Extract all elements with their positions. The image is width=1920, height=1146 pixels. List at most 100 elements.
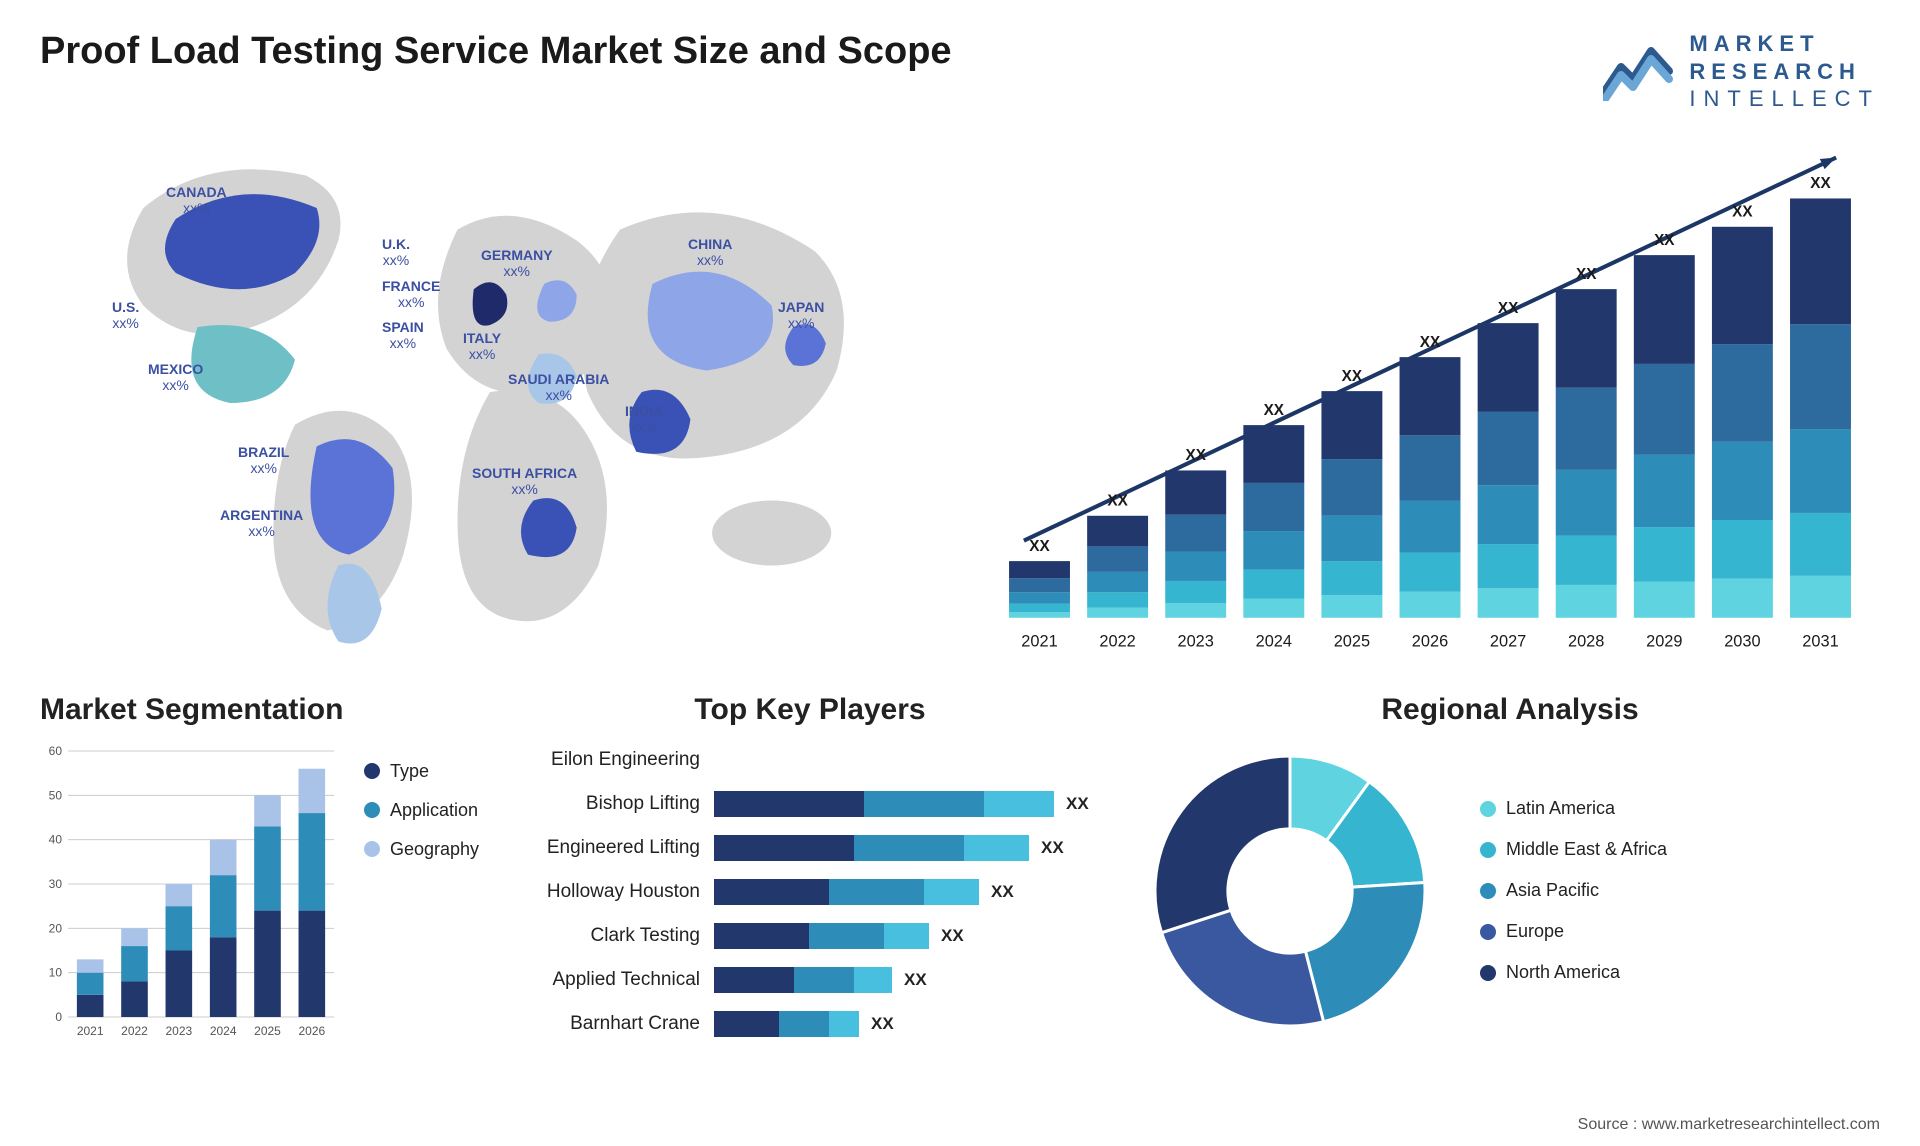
players-title: Top Key Players <box>510 693 1110 727</box>
map-country-label: SOUTH AFRICAxx% <box>472 465 577 497</box>
player-bar <box>714 923 929 949</box>
player-bar <box>714 879 979 905</box>
legend-item: North America <box>1480 962 1667 983</box>
players-panel: Top Key Players Eilon Engineering Bishop … <box>510 693 1110 1073</box>
regional-panel: Regional Analysis Latin America Middle Ea… <box>1140 693 1880 1073</box>
regional-donut-chart <box>1140 741 1440 1041</box>
svg-text:2024: 2024 <box>210 1024 237 1038</box>
logo-line3: INTELLECT <box>1689 85 1880 113</box>
segmentation-legend: Type Application Geography <box>364 741 479 1041</box>
player-row: Engineered LiftingXX <box>510 829 1110 867</box>
player-name: Clark Testing <box>510 925 700 947</box>
legend-item: Asia Pacific <box>1480 880 1667 901</box>
svg-text:XX: XX <box>1732 203 1753 220</box>
svg-text:30: 30 <box>49 877 63 891</box>
player-row: Clark Testing XX <box>510 917 1110 955</box>
svg-text:2028: 2028 <box>1568 632 1604 650</box>
player-bar <box>714 791 1054 817</box>
svg-text:2029: 2029 <box>1646 632 1682 650</box>
map-country-label: SPAINxx% <box>382 319 424 351</box>
svg-text:XX: XX <box>1654 231 1675 248</box>
svg-text:XX: XX <box>1498 299 1519 316</box>
svg-text:2025: 2025 <box>254 1024 281 1038</box>
map-country-label: GERMANYxx% <box>481 247 553 279</box>
player-value: XX <box>991 882 1014 902</box>
svg-text:10: 10 <box>49 965 63 979</box>
svg-text:2024: 2024 <box>1256 632 1292 650</box>
map-country-label: ARGENTINAxx% <box>220 507 303 539</box>
logo-line2: RESEARCH <box>1689 58 1880 86</box>
player-name: Eilon Engineering <box>510 749 700 771</box>
player-name: Engineered Lifting <box>510 837 700 859</box>
player-name: Barnhart Crane <box>510 1013 700 1035</box>
legend-item: Geography <box>364 839 479 860</box>
svg-text:2022: 2022 <box>121 1024 148 1038</box>
player-value: XX <box>1066 794 1089 814</box>
player-value: XX <box>904 970 927 990</box>
svg-text:XX: XX <box>1810 175 1831 192</box>
legend-item: Europe <box>1480 921 1667 942</box>
segmentation-chart: 0102030405060202120222023202420252026 <box>40 741 340 1041</box>
player-value: XX <box>941 926 964 946</box>
segmentation-title: Market Segmentation <box>40 693 480 727</box>
map-country-label: FRANCExx% <box>382 278 440 310</box>
world-map-icon <box>40 143 940 663</box>
page-title: Proof Load Testing Service Market Size a… <box>40 30 952 73</box>
svg-text:XX: XX <box>1107 492 1128 509</box>
svg-text:XX: XX <box>1420 333 1441 350</box>
legend-item: Latin America <box>1480 798 1667 819</box>
legend-item: Type <box>364 761 479 782</box>
player-row: Holloway Houston XX <box>510 873 1110 911</box>
player-row: Eilon Engineering <box>510 741 1110 779</box>
source-label: Source : www.marketresearchintellect.com <box>1578 1116 1880 1134</box>
growth-chart-panel: XX2021XX2022XX2023XX2024XX2025XX2026XX20… <box>980 143 1880 663</box>
svg-text:50: 50 <box>49 788 63 802</box>
player-value: XX <box>871 1014 894 1034</box>
player-name: Holloway Houston <box>510 881 700 903</box>
svg-text:2021: 2021 <box>77 1024 104 1038</box>
map-country-label: JAPANxx% <box>778 299 824 331</box>
legend-item: Middle East & Africa <box>1480 839 1667 860</box>
svg-text:2025: 2025 <box>1334 632 1370 650</box>
svg-text:2027: 2027 <box>1490 632 1526 650</box>
map-country-label: CANADAxx% <box>166 184 227 216</box>
player-row: Bishop Lifting XX <box>510 785 1110 823</box>
svg-text:60: 60 <box>49 744 63 758</box>
player-row: Barnhart Crane XX <box>510 1005 1110 1043</box>
player-name: Applied Technical <box>510 969 700 991</box>
map-country-label: BRAZILxx% <box>238 444 289 476</box>
player-name: Bishop Lifting <box>510 793 700 815</box>
header: Proof Load Testing Service Market Size a… <box>40 30 1880 113</box>
svg-text:2023: 2023 <box>1177 632 1213 650</box>
brand-logo: MARKET RESEARCH INTELLECT <box>1603 30 1880 113</box>
map-country-label: ITALYxx% <box>463 330 501 362</box>
svg-text:20: 20 <box>49 921 63 935</box>
svg-text:2026: 2026 <box>298 1024 325 1038</box>
players-chart: Eilon Engineering Bishop Lifting XX Enginee… <box>510 741 1110 1043</box>
growth-chart: XX2021XX2022XX2023XX2024XX2025XX2026XX20… <box>980 143 1880 663</box>
svg-text:2030: 2030 <box>1724 632 1760 650</box>
map-country-label: MEXICOxx% <box>148 361 203 393</box>
svg-text:XX: XX <box>1342 367 1363 384</box>
map-country-label: U.S.xx% <box>112 299 139 331</box>
map-country-label: INDIAxx% <box>625 403 663 435</box>
svg-text:2021: 2021 <box>1021 632 1057 650</box>
svg-text:XX: XX <box>1029 537 1050 554</box>
map-country-label: U.K.xx% <box>382 236 410 268</box>
svg-text:XX: XX <box>1264 401 1285 418</box>
svg-text:40: 40 <box>49 832 63 846</box>
regional-legend: Latin America Middle East & Africa Asia Pa… <box>1480 798 1667 983</box>
svg-text:2031: 2031 <box>1802 632 1838 650</box>
svg-text:XX: XX <box>1185 447 1206 464</box>
player-bar <box>714 1011 859 1037</box>
svg-text:2023: 2023 <box>165 1024 192 1038</box>
legend-item: Application <box>364 800 479 821</box>
player-bar <box>714 967 892 993</box>
player-bar <box>714 835 1029 861</box>
logo-icon <box>1603 41 1675 101</box>
svg-text:2026: 2026 <box>1412 632 1448 650</box>
world-map-panel: CANADAxx% U.S.xx% MEXICOxx% BRAZILxx% ARGENT… <box>40 143 940 663</box>
regional-title: Regional Analysis <box>1140 693 1880 727</box>
map-country-label: SAUDI ARABIAxx% <box>508 371 609 403</box>
svg-text:XX: XX <box>1576 265 1597 282</box>
